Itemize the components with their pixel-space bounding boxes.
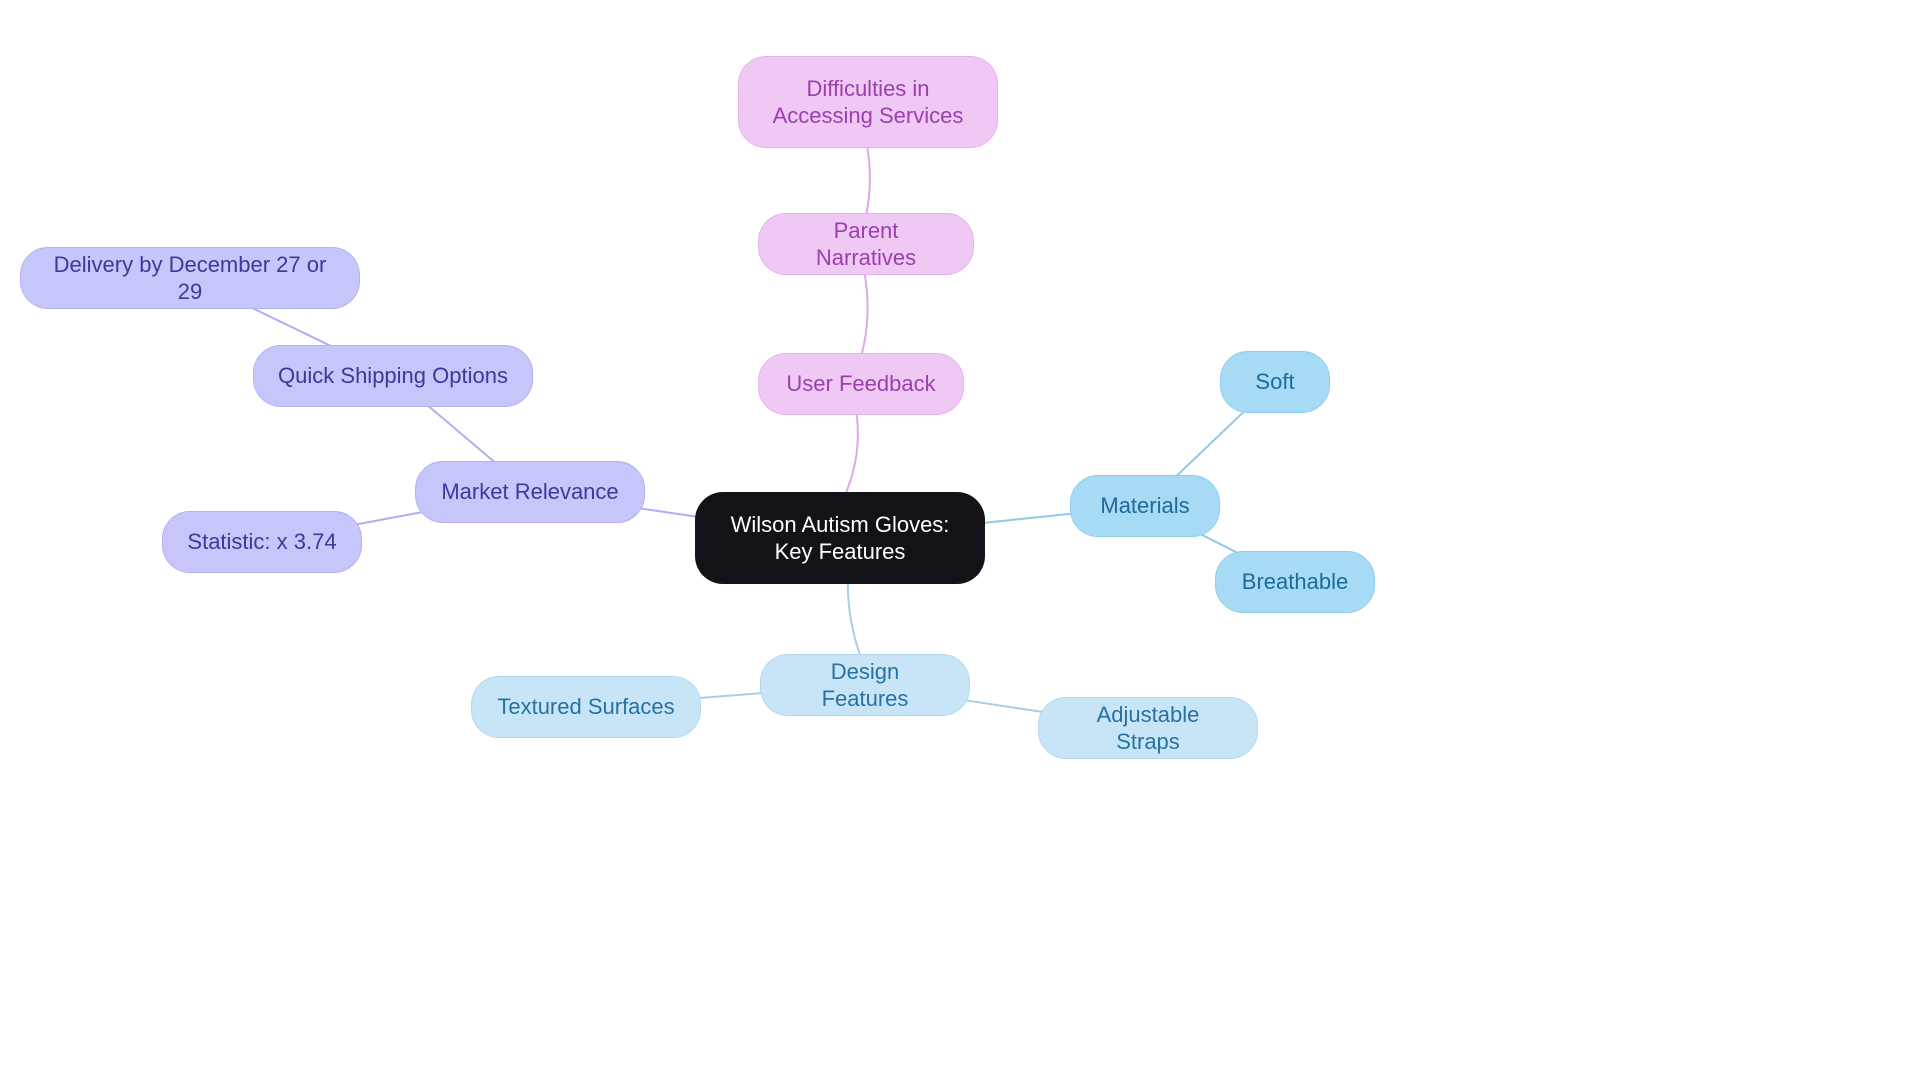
node-difficulties: Difficulties in Accessing Services — [738, 56, 998, 148]
node-label: Wilson Autism Gloves: Key Features — [720, 511, 960, 566]
node-statistic: Statistic: x 3.74 — [162, 511, 362, 573]
node-label: Difficulties in Accessing Services — [763, 75, 973, 130]
node-label: Soft — [1255, 368, 1294, 396]
edge — [250, 307, 335, 348]
node-label: Delivery by December 27 or 29 — [45, 251, 335, 306]
node-label: Quick Shipping Options — [278, 362, 508, 390]
node-label: Breathable — [1242, 568, 1348, 596]
node-shipping: Quick Shipping Options — [253, 345, 533, 407]
edge — [846, 415, 858, 492]
edge — [866, 148, 869, 213]
node-feedback: User Feedback — [758, 353, 964, 415]
node-label: Materials — [1100, 492, 1189, 520]
node-label: Statistic: x 3.74 — [187, 528, 336, 556]
node-label: Textured Surfaces — [497, 693, 674, 721]
node-textured: Textured Surfaces — [471, 676, 701, 738]
node-breathable: Breathable — [1215, 551, 1375, 613]
edge — [428, 406, 495, 462]
edge — [862, 275, 868, 353]
node-label: User Feedback — [786, 370, 935, 398]
node-materials: Materials — [1070, 475, 1220, 537]
node-delivery: Delivery by December 27 or 29 — [20, 247, 360, 309]
edge — [1175, 409, 1247, 478]
node-straps: Adjustable Straps — [1038, 697, 1258, 759]
node-market: Market Relevance — [415, 461, 645, 523]
edge — [696, 693, 763, 698]
edge — [848, 584, 860, 654]
node-center: Wilson Autism Gloves: Key Features — [695, 492, 985, 584]
node-label: Design Features — [785, 658, 945, 713]
edge — [958, 699, 1051, 713]
node-label: Parent Narratives — [783, 217, 949, 272]
node-design: Design Features — [760, 654, 970, 716]
node-soft: Soft — [1220, 351, 1330, 413]
node-label: Adjustable Straps — [1063, 701, 1233, 756]
node-narratives: Parent Narratives — [758, 213, 974, 275]
node-label: Market Relevance — [441, 478, 618, 506]
edge — [978, 514, 1073, 524]
